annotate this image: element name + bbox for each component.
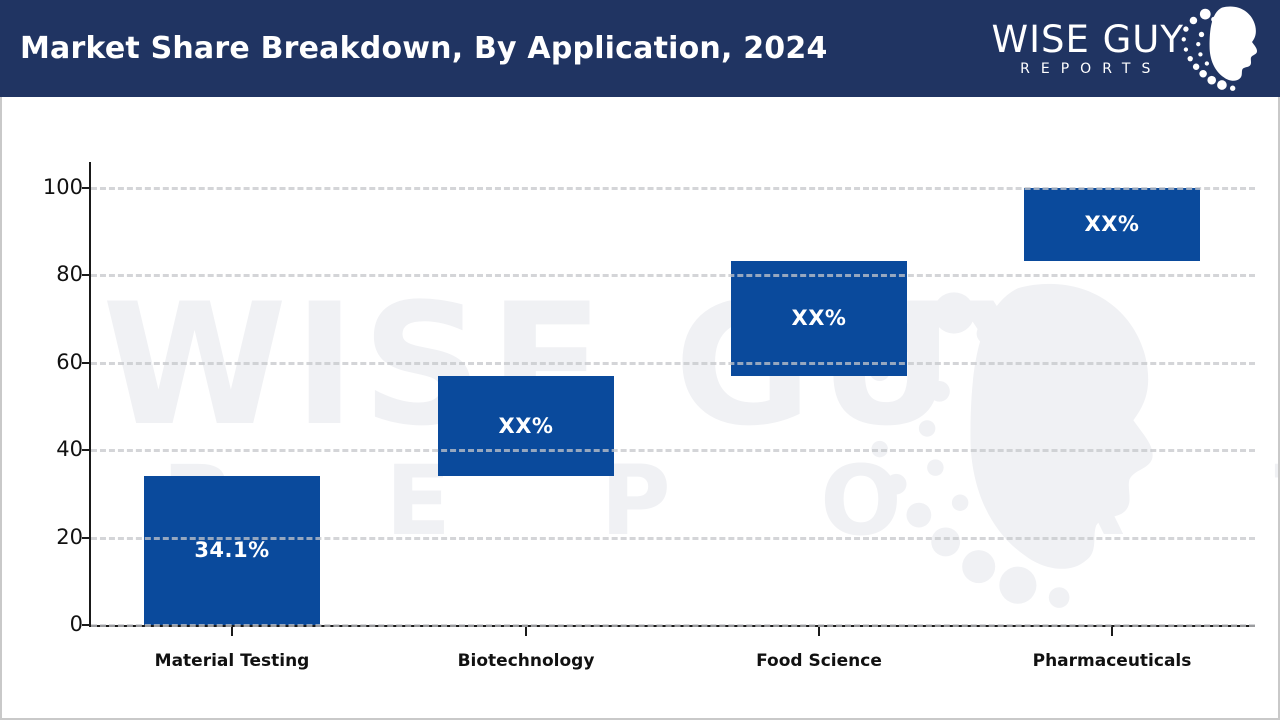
bar-food-science: XX% xyxy=(731,260,907,376)
bar-value-label-biotechnology: XX% xyxy=(498,413,554,438)
bar-value-label-material-testing: 34.1% xyxy=(194,538,270,563)
y-tick-mark-20 xyxy=(82,536,89,539)
brand-logo: WISE GUY REPORTS xyxy=(992,0,1280,97)
y-tick-mark-60 xyxy=(82,361,89,364)
bar-biotechnology: XX% xyxy=(438,375,614,476)
y-tick-label-40: 40 xyxy=(56,437,83,461)
x-axis-label-food-science: Food Science xyxy=(756,651,882,671)
x-axis-label-pharmaceuticals: Pharmaceuticals xyxy=(1032,651,1192,671)
x-tick-mark-material-testing xyxy=(231,627,233,636)
gridline-20 xyxy=(91,536,1255,540)
bar-value-label-food-science: XX% xyxy=(791,306,847,331)
y-tick-mark-0 xyxy=(82,624,89,626)
bar-material-testing: 34.1% xyxy=(144,475,320,625)
y-tick-label-100: 100 xyxy=(42,174,83,199)
brand-subtitle: REPORTS xyxy=(1020,61,1162,77)
gridline-40 xyxy=(91,449,1255,452)
x-tick-mark-pharmaceuticals xyxy=(1111,627,1113,636)
plot-area: 0 20 40 60 80 100 34.1% Material Testing XX% Biot… xyxy=(43,162,1255,671)
header-bar: Market Share Breakdown, By Application, … xyxy=(0,0,1280,97)
brand-wordmark: WISE GUY REPORTS xyxy=(992,21,1184,76)
x-tick-mark-food-science xyxy=(818,627,820,636)
y-axis xyxy=(89,162,91,627)
x-axis-label-biotechnology: Biotechnology xyxy=(457,651,595,671)
x-axis-label-material-testing: Material Testing xyxy=(154,651,310,671)
gridline-0 xyxy=(91,624,1255,627)
brand-name: WISE GUY xyxy=(991,18,1184,61)
y-tick-label-80: 80 xyxy=(56,262,83,286)
bar-value-label-pharmaceuticals: XX% xyxy=(1084,212,1140,237)
gridline-60 xyxy=(91,361,1255,365)
y-tick-mark-100 xyxy=(82,186,89,189)
chart-canvas: WISE GUY R E P O R T S 02040608010034.1%… xyxy=(0,97,1280,720)
x-tick-mark-biotechnology xyxy=(525,627,527,636)
wiseguy-face-icon xyxy=(1181,5,1258,91)
y-tick-mark-40 xyxy=(82,449,89,451)
bar-pharmaceuticals: XX% xyxy=(1024,187,1200,261)
y-tick-label-20: 20 xyxy=(56,524,83,549)
y-tick-label-60: 60 xyxy=(56,349,83,374)
gridline-80 xyxy=(91,274,1255,277)
y-tick-label-0: 0 xyxy=(69,612,83,636)
y-tick-mark-80 xyxy=(82,274,89,276)
gridline-100 xyxy=(91,186,1255,190)
page-title: Market Share Breakdown, By Application, … xyxy=(20,31,828,66)
